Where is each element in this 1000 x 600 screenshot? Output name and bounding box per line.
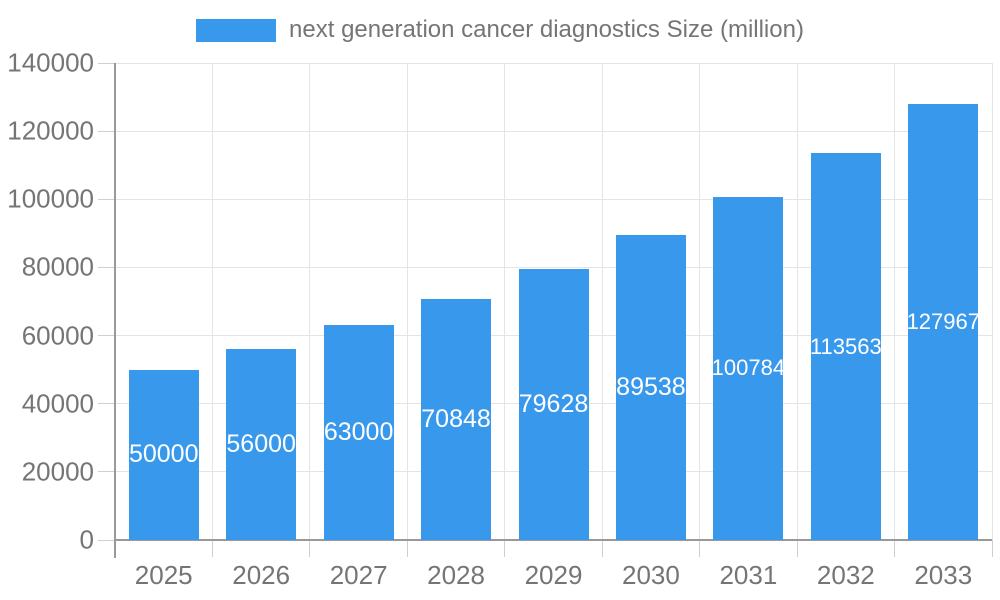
- bar-value-label: 113563: [809, 333, 882, 359]
- x-gridline: [406, 63, 408, 540]
- x-tick: [796, 540, 798, 557]
- y-tick: [98, 130, 115, 132]
- y-gridline: [115, 62, 992, 64]
- x-tick: [991, 540, 993, 557]
- x-tick: [406, 540, 408, 557]
- bar-value-label: 63000: [323, 418, 394, 447]
- x-axis-label: 2027: [329, 560, 388, 590]
- y-tick: [98, 335, 115, 337]
- x-gridline: [309, 63, 311, 540]
- x-tick: [504, 540, 506, 557]
- bar-2032[interactable]: 113563: [809, 153, 882, 540]
- bar-value-label: 100784: [711, 355, 786, 381]
- x-tick: [699, 540, 701, 557]
- bar-value-label: 79628: [518, 389, 589, 418]
- x-axis-label: 2033: [914, 560, 973, 590]
- y-tick: [98, 471, 115, 473]
- bar-2033[interactable]: 127967: [906, 103, 980, 540]
- bar-2029[interactable]: 79628: [518, 268, 589, 540]
- bar-2031[interactable]: 100784: [711, 196, 786, 540]
- bar-2026[interactable]: 56000: [226, 349, 297, 540]
- x-axis-label: 2025: [134, 560, 193, 590]
- bar-2028[interactable]: 70848: [421, 298, 492, 540]
- bar-2030[interactable]: 89538: [615, 234, 686, 540]
- y-axis-label: 40000: [21, 388, 94, 419]
- x-axis-label: 2030: [622, 560, 680, 590]
- y-axis-label: 100000: [7, 183, 94, 214]
- bar-2025[interactable]: 50000: [128, 369, 199, 540]
- bar-value-label: 56000: [226, 430, 296, 459]
- legend-label: next generation cancer diagnostics Size …: [289, 16, 804, 43]
- x-tick: [601, 540, 603, 557]
- y-axis-label: 20000: [21, 456, 94, 487]
- y-axis-line: [114, 63, 116, 558]
- bar-value-label: 50000: [128, 440, 199, 469]
- x-tick: [211, 540, 213, 557]
- y-tick: [98, 266, 115, 268]
- x-gridline: [796, 63, 798, 540]
- x-axis-label: 2029: [524, 560, 583, 590]
- y-tick: [98, 539, 115, 541]
- x-gridline: [601, 63, 603, 540]
- x-tick: [894, 540, 896, 557]
- bar-2027[interactable]: 63000: [323, 325, 394, 540]
- y-axis-label: 60000: [21, 320, 94, 351]
- x-gridline: [211, 63, 213, 540]
- y-axis-label: 120000: [7, 115, 94, 146]
- y-axis-label: 0: [79, 524, 94, 555]
- bar-value-label: 70848: [421, 404, 491, 433]
- y-axis-label: 80000: [21, 251, 94, 282]
- bar-value-label: 89538: [616, 372, 686, 401]
- bar-value-label: 127967: [906, 308, 980, 334]
- x-gridline: [699, 63, 701, 540]
- y-tick: [98, 403, 115, 405]
- x-axis-label: 2031: [719, 560, 778, 590]
- y-gridline: [115, 130, 992, 132]
- x-axis-line: [115, 539, 992, 541]
- x-gridline: [894, 63, 896, 540]
- x-gridline: [504, 63, 506, 540]
- legend-swatch: [196, 18, 277, 42]
- x-axis-label: 2028: [427, 560, 485, 590]
- y-gridline: [115, 198, 992, 200]
- y-axis-label: 140000: [7, 47, 94, 78]
- y-tick: [98, 198, 115, 200]
- x-gridline: [991, 63, 993, 540]
- x-axis-label: 2032: [816, 560, 875, 590]
- y-gridline: [115, 266, 992, 268]
- x-axis-label: 2026: [232, 560, 291, 590]
- y-tick: [98, 62, 115, 64]
- x-tick: [309, 540, 311, 557]
- legend[interactable]: next generation cancer diagnostics Size …: [0, 16, 1000, 44]
